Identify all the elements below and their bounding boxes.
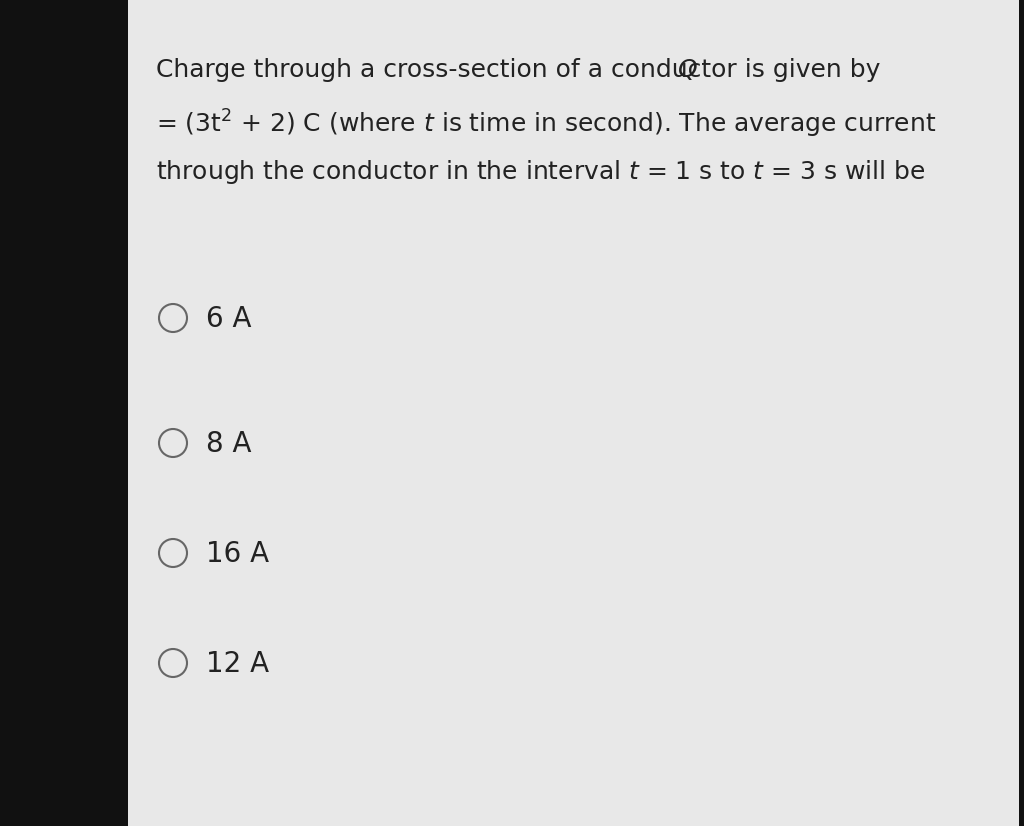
Text: = (3t$^2$ + 2) C (where $t$ is time in second). The average current: = (3t$^2$ + 2) C (where $t$ is time in s… bbox=[156, 108, 936, 140]
Text: 6 A: 6 A bbox=[206, 305, 252, 333]
Text: 8 A: 8 A bbox=[206, 430, 252, 458]
Text: Charge through a cross-section of a conductor is given by: Charge through a cross-section of a cond… bbox=[156, 58, 889, 82]
Text: 16 A: 16 A bbox=[206, 540, 269, 568]
Text: 12 A: 12 A bbox=[206, 650, 269, 678]
Text: Q: Q bbox=[678, 58, 697, 82]
Text: through the conductor in the interval $t$ = 1 s to $t$ = 3 s will be: through the conductor in the interval $t… bbox=[156, 158, 926, 186]
